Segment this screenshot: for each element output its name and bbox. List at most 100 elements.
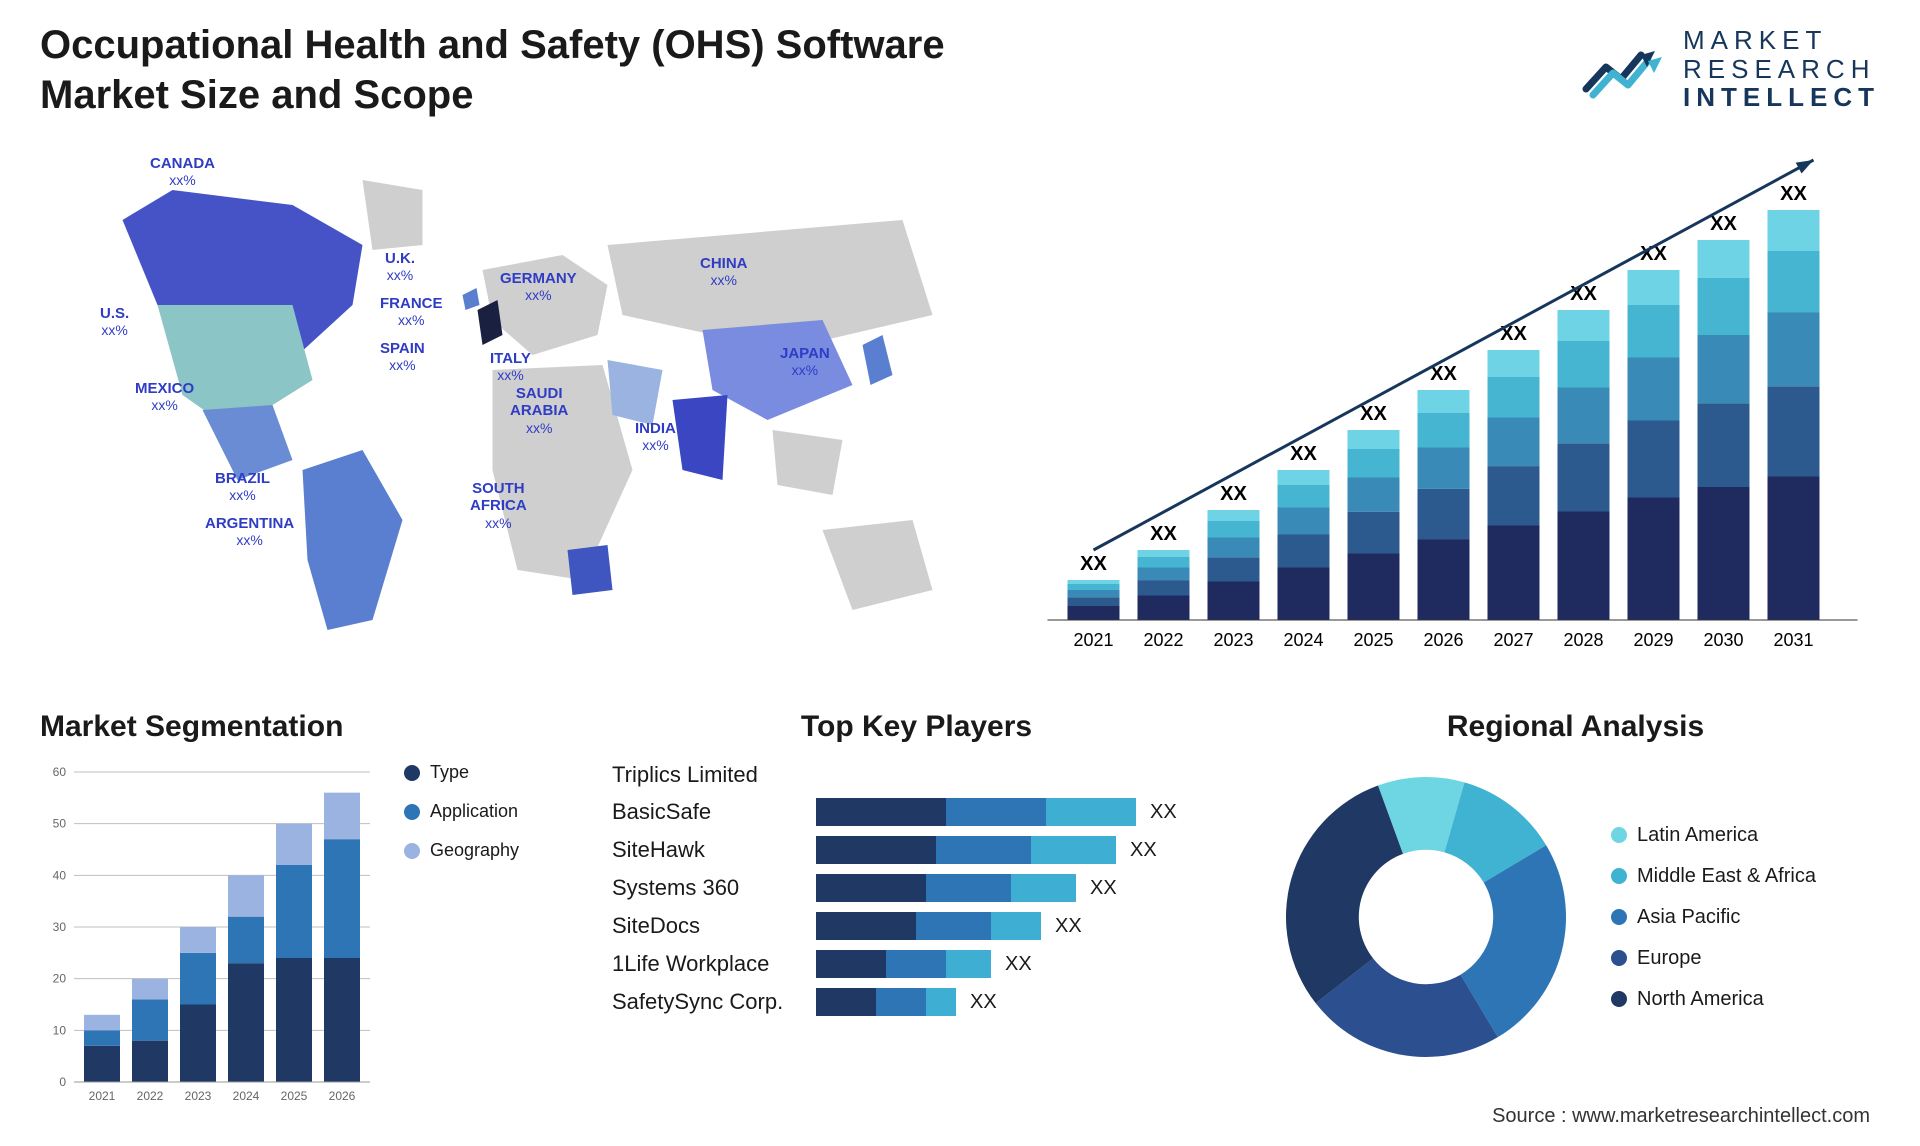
legend-item: Latin America <box>1611 824 1816 847</box>
svg-text:2029: 2029 <box>1633 630 1673 650</box>
map-label: CHINAxx% <box>700 255 748 288</box>
svg-text:XX: XX <box>1710 213 1737 235</box>
legend-item: Application <box>404 801 519 822</box>
player-row: BasicSafe XX <box>612 798 1221 826</box>
svg-text:XX: XX <box>1290 443 1317 465</box>
brand-logo: MARKET RESEARCH INTELLECT <box>1581 20 1880 112</box>
svg-text:2022: 2022 <box>137 1089 164 1102</box>
player-bar <box>816 950 991 978</box>
svg-text:2030: 2030 <box>1703 630 1743 650</box>
svg-text:60: 60 <box>53 765 67 779</box>
svg-text:30: 30 <box>53 920 67 934</box>
growth-chart: XX 2021 XX 2022 XX 2023 XX 2024 XX 2025 XX 2026 XX 20… <box>1025 150 1880 670</box>
regional-donut <box>1271 762 1581 1072</box>
svg-text:10: 10 <box>53 1023 67 1037</box>
player-bar <box>816 836 1116 864</box>
svg-text:2024: 2024 <box>233 1089 260 1102</box>
player-value: XX <box>1150 801 1177 824</box>
player-value: XX <box>970 991 997 1014</box>
svg-text:2023: 2023 <box>1213 630 1253 650</box>
svg-text:2025: 2025 <box>281 1089 308 1102</box>
player-bar <box>816 988 956 1016</box>
svg-text:XX: XX <box>1220 483 1247 505</box>
svg-text:2024: 2024 <box>1283 630 1323 650</box>
source-text: Source : www.marketresearchintellect.com <box>1492 1105 1870 1128</box>
svg-text:0: 0 <box>59 1075 66 1089</box>
svg-text:2028: 2028 <box>1563 630 1603 650</box>
legend-item: Europe <box>1611 947 1816 970</box>
svg-text:2021: 2021 <box>89 1089 116 1102</box>
player-value: XX <box>1090 877 1117 900</box>
map-label: SPAINxx% <box>380 340 425 373</box>
segmentation-panel: Market Segmentation 0 10 20 30 40 50 60 2021 202… <box>40 710 562 1130</box>
svg-text:XX: XX <box>1780 183 1807 205</box>
players-panel: Top Key Players Triplics Limited BasicSaf… <box>612 710 1221 1130</box>
map-label: MEXICOxx% <box>135 380 194 413</box>
player-row: SiteHawk XX <box>612 836 1221 864</box>
svg-text:XX: XX <box>1080 553 1107 575</box>
svg-text:20: 20 <box>53 972 67 986</box>
player-value: XX <box>1055 915 1082 938</box>
map-label: FRANCExx% <box>380 295 443 328</box>
svg-text:2031: 2031 <box>1773 630 1813 650</box>
regional-panel: Regional Analysis Latin America Middle Ea… <box>1271 710 1880 1130</box>
player-name: SiteDocs <box>612 913 802 939</box>
svg-text:2022: 2022 <box>1143 630 1183 650</box>
player-name: SafetySync Corp. <box>612 989 802 1015</box>
legend-item: North America <box>1611 988 1816 1011</box>
map-label: BRAZILxx% <box>215 470 270 503</box>
map-label: SAUDIARABIAxx% <box>510 385 568 436</box>
svg-text:2027: 2027 <box>1493 630 1533 650</box>
player-value: XX <box>1130 839 1157 862</box>
legend-item: Middle East & Africa <box>1611 865 1816 888</box>
svg-text:50: 50 <box>53 817 67 831</box>
logo-line3: INTELLECT <box>1683 83 1880 112</box>
map-label: ITALYxx% <box>490 350 531 383</box>
legend-item: Type <box>404 762 519 783</box>
player-row: Triplics Limited <box>612 762 1221 788</box>
map-label: ARGENTINAxx% <box>205 515 294 548</box>
map-label: U.S.xx% <box>100 305 129 338</box>
player-name: Triplics Limited <box>612 762 802 788</box>
svg-text:2026: 2026 <box>329 1089 356 1102</box>
logo-line1: MARKET <box>1683 26 1880 55</box>
map-label: GERMANYxx% <box>500 270 577 303</box>
legend-item: Asia Pacific <box>1611 906 1816 929</box>
map-label: U.K.xx% <box>385 250 415 283</box>
legend-item: Geography <box>404 840 519 861</box>
svg-text:40: 40 <box>53 868 67 882</box>
logo-line2: RESEARCH <box>1683 55 1880 84</box>
regional-legend: Latin America Middle East & Africa Asia Pa… <box>1611 824 1816 1011</box>
svg-text:2021: 2021 <box>1073 630 1113 650</box>
player-bar <box>816 912 1041 940</box>
player-bar <box>816 874 1076 902</box>
player-row: SafetySync Corp. XX <box>612 988 1221 1016</box>
player-row: 1Life Workplace XX <box>612 950 1221 978</box>
player-name: Systems 360 <box>612 875 802 901</box>
svg-text:XX: XX <box>1150 523 1177 545</box>
player-row: SiteDocs XX <box>612 912 1221 940</box>
map-label: JAPANxx% <box>780 345 830 378</box>
svg-text:2023: 2023 <box>185 1089 212 1102</box>
world-map: CANADAxx% U.S.xx% MEXICOxx% BRAZILxx% ARGENT… <box>40 150 985 670</box>
player-name: 1Life Workplace <box>612 951 802 977</box>
player-name: BasicSafe <box>612 799 802 825</box>
player-bar <box>816 798 1136 826</box>
svg-text:XX: XX <box>1570 283 1597 305</box>
svg-text:2025: 2025 <box>1353 630 1393 650</box>
logo-icon <box>1581 37 1671 101</box>
segmentation-legend: Type Application Geography <box>404 762 519 861</box>
players-title: Top Key Players <box>612 710 1221 744</box>
svg-text:XX: XX <box>1360 403 1387 425</box>
svg-text:2026: 2026 <box>1423 630 1463 650</box>
segmentation-title: Market Segmentation <box>40 710 562 744</box>
segmentation-chart: 0 10 20 30 40 50 60 2021 2022 2023 2024 2025 2026 <box>40 762 380 1102</box>
player-value: XX <box>1005 953 1032 976</box>
map-label: INDIAxx% <box>635 420 676 453</box>
page-title: Occupational Health and Safety (OHS) Sof… <box>40 20 1040 120</box>
map-label: SOUTHAFRICAxx% <box>470 480 527 531</box>
player-row: Systems 360 XX <box>612 874 1221 902</box>
map-label: CANADAxx% <box>150 155 215 188</box>
regional-title: Regional Analysis <box>1271 710 1880 744</box>
player-name: SiteHawk <box>612 837 802 863</box>
